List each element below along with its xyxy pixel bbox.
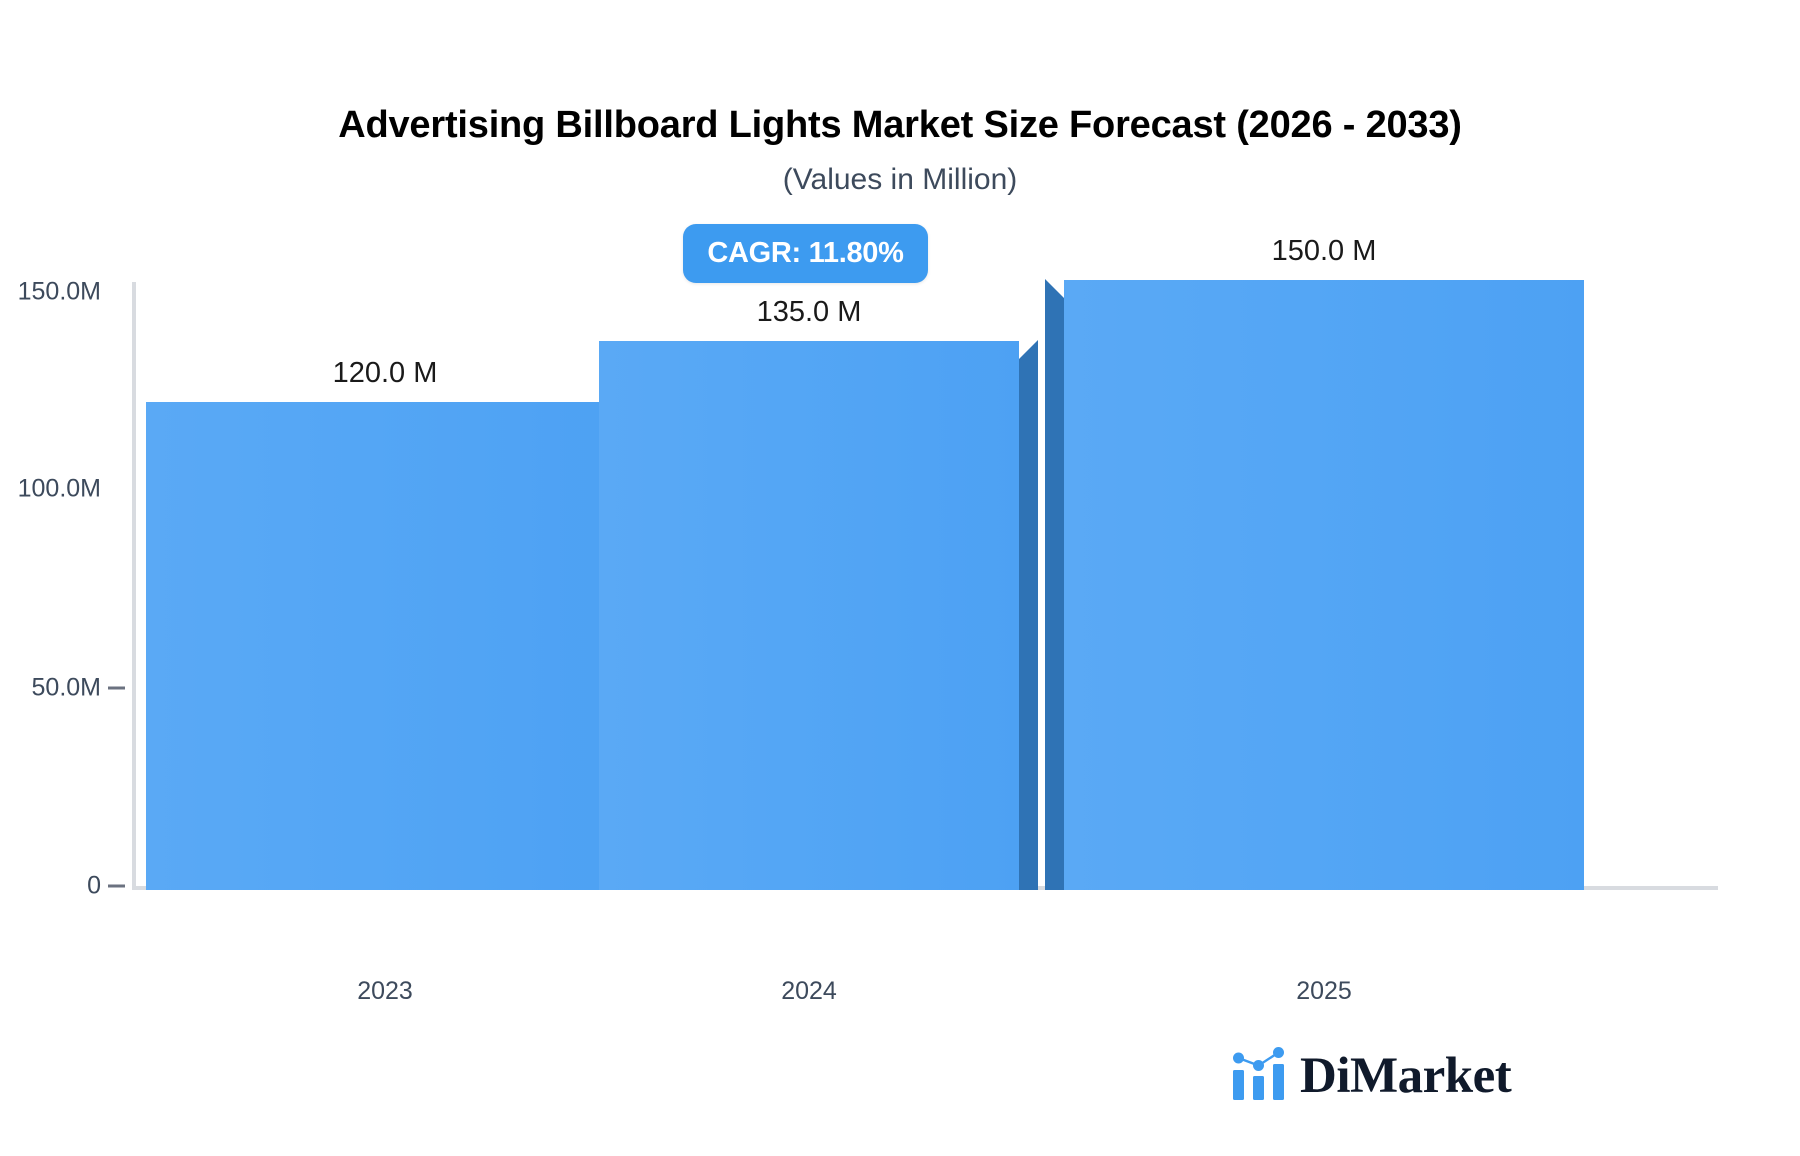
bar-2023-value-label: 120.0 M: [332, 357, 438, 389]
bar-2025-value-label: 150.0 M: [1271, 235, 1377, 267]
logo-text: DiMarket: [1300, 1048, 1512, 1104]
bar-2023[interactable]: 120.0 M 2023: [146, 357, 643, 1005]
bar-2024-top-bevel: [1019, 340, 1038, 359]
bar-chart-icon: [1232, 1046, 1286, 1107]
y-tick-label-50: 50.0M: [31, 673, 101, 702]
y-tick-mark-50: [108, 686, 125, 690]
x-tick-label-2023: 2023: [357, 977, 413, 1005]
y-tick-label-0: 0: [87, 871, 101, 900]
x-tick-label-2024: 2024: [781, 977, 837, 1005]
x-tick-label-2025: 2025: [1296, 977, 1352, 1005]
bar-2024-value-label: 135.0 M: [756, 296, 862, 328]
bar-2024[interactable]: 135.0 M 2024: [599, 296, 1038, 1005]
y-axis-line: [132, 282, 136, 890]
y-tick-label-150: 150.0M: [17, 277, 101, 306]
bar-2025[interactable]: 150.0 M 2025: [1045, 235, 1584, 1005]
bar-2025-top-bevel: [1045, 279, 1064, 298]
bar-2024-face: [599, 341, 1019, 890]
bar-2023-face: [146, 402, 624, 890]
bar-2025-face: [1064, 280, 1584, 890]
chart-subtitle: (Values in Million): [782, 163, 1018, 196]
y-tick-mark-0: [108, 884, 125, 888]
y-tick-label-100: 100.0M: [17, 474, 101, 503]
cagr-badge: CAGR: 11.80%: [683, 224, 928, 283]
bar-2025-side: [1045, 298, 1064, 890]
brand-logo: DiMarket: [1232, 1046, 1512, 1107]
y-axis-tick-labels: 150.0M 100.0M 50.0M 0: [0, 0, 101, 1156]
plot-area: 120.0 M 2023 135.0 M 2024 150.: [132, 235, 1718, 1005]
chart-title: Advertising Billboard Lights Market Size…: [338, 104, 1462, 146]
bar-2024-side: [1019, 359, 1038, 890]
